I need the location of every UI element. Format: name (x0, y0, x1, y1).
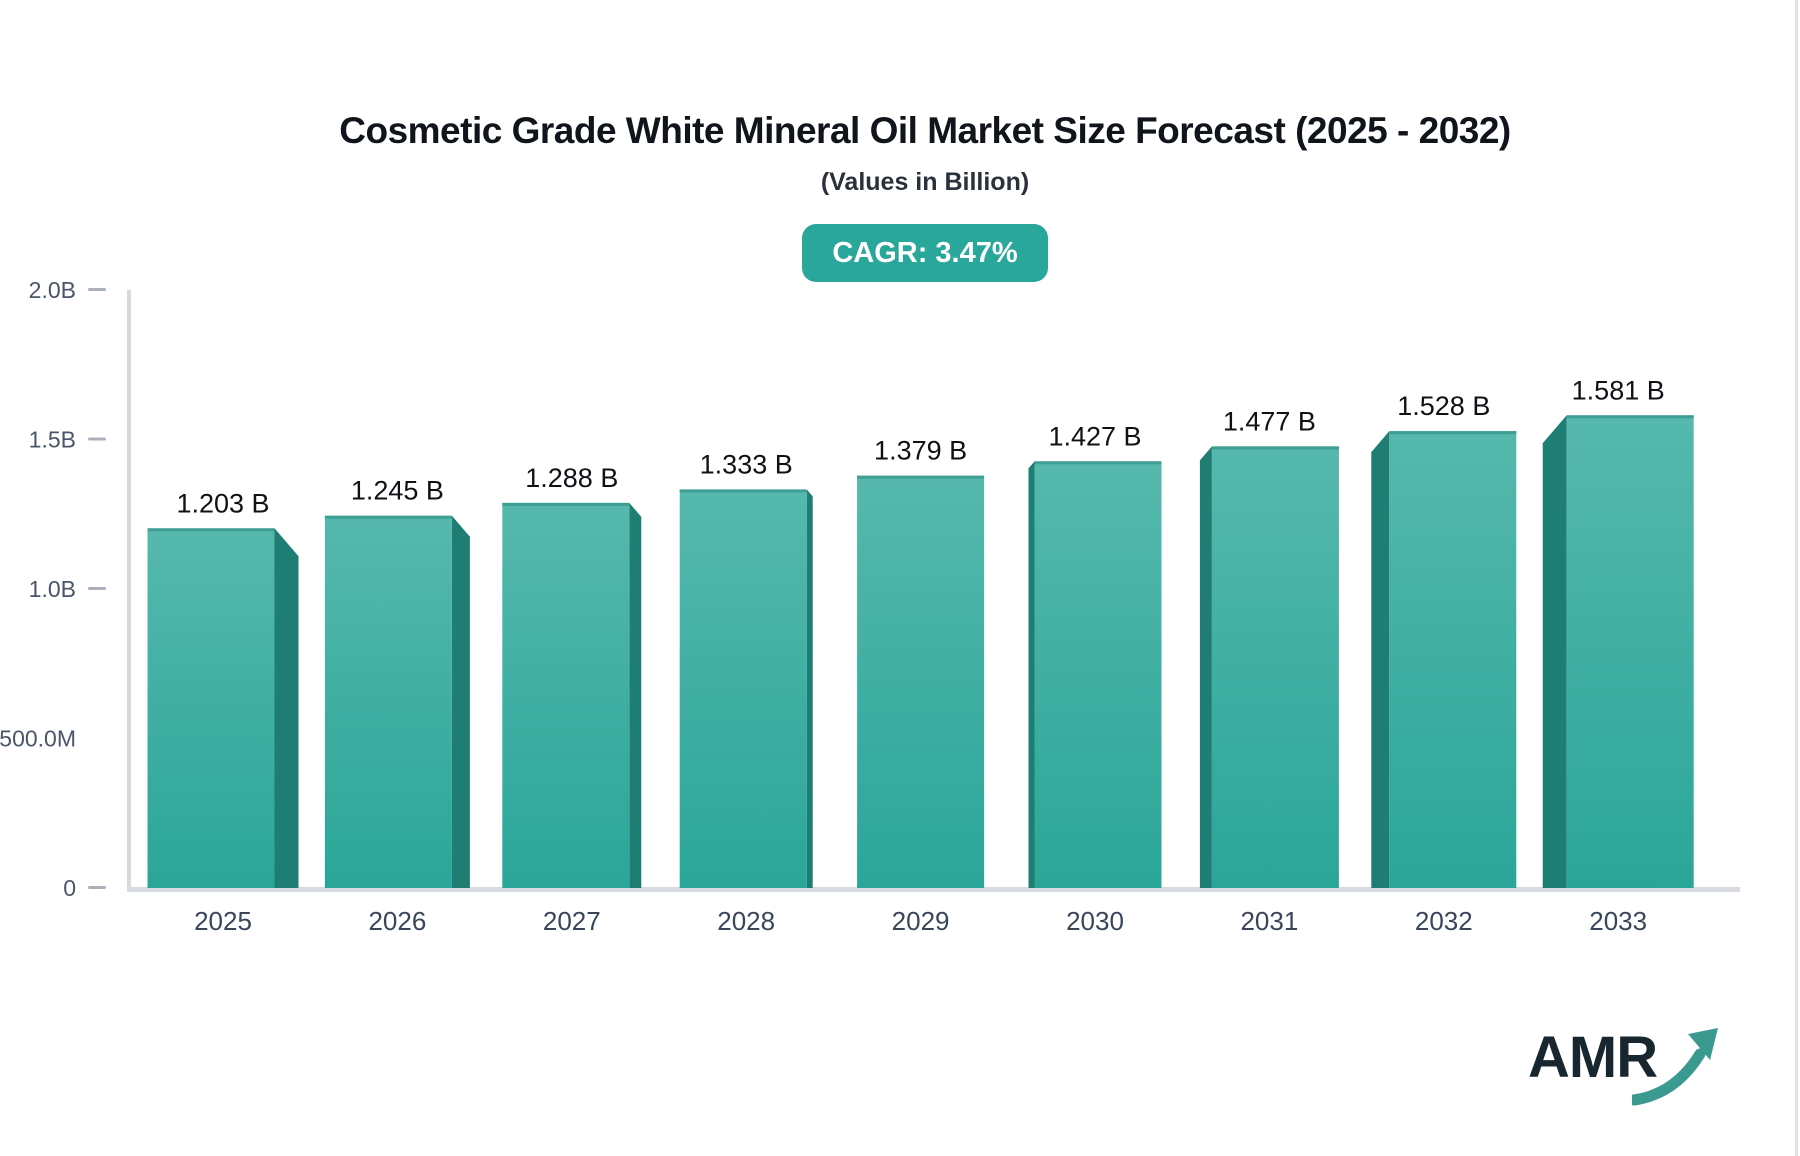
bar-main-face (1566, 415, 1694, 888)
y-tick-label: 500.0M (0, 726, 76, 752)
cagr-badge-wrap: CAGR: 3.47% (0, 224, 1800, 282)
x-axis-label-2027: 2027 (543, 906, 601, 936)
bar-side-face (1028, 461, 1035, 888)
bar-value-label: 1.288 B (525, 463, 618, 493)
chart-title: Cosmetic Grade White Mineral Oil Market … (339, 110, 1511, 151)
x-axis-label-2026: 2026 (368, 906, 426, 936)
bar-2029[interactable]: 1.379 B (857, 436, 985, 888)
x-axis-label-2028: 2028 (717, 906, 775, 936)
card-right-border (1795, 0, 1798, 1156)
bar-2025[interactable]: 1.203 B (147, 488, 299, 888)
y-tick-label: 2.0B (29, 277, 76, 303)
bar-main-face (324, 515, 452, 888)
bar-2028[interactable]: 1.333 B (679, 449, 813, 888)
bar-side-face (1371, 431, 1390, 888)
bar-value-label: 1.477 B (1223, 406, 1316, 436)
bar-top-edge (1389, 431, 1517, 435)
bar-top-edge (324, 515, 452, 519)
bar-top-edge (1566, 415, 1694, 419)
bar-value-label: 1.333 B (700, 449, 793, 479)
bar-side-face (629, 502, 642, 888)
y-axis-line (127, 290, 131, 888)
bar-value-label: 1.203 B (176, 488, 269, 518)
bar-main-face (147, 528, 275, 888)
bar-value-label: 1.427 B (1048, 421, 1141, 451)
y-tick-label: 0 (63, 875, 76, 901)
bar-main-face (1389, 431, 1517, 888)
bar-value-label: 1.245 B (351, 476, 444, 506)
x-axis-label-2030: 2030 (1066, 906, 1124, 936)
bar-top-edge (1034, 461, 1162, 465)
x-axis-label-2025: 2025 (194, 906, 252, 936)
x-axis-label-2029: 2029 (892, 906, 950, 936)
x-axis-line (127, 887, 1740, 892)
bar-top-edge (857, 475, 985, 479)
bar-value-label: 1.528 B (1397, 391, 1490, 421)
y-tick-label: 1.5B (29, 427, 76, 453)
bar-side-face (806, 489, 813, 888)
y-tick-dash (88, 288, 106, 291)
y-tick-dash (88, 587, 106, 590)
bar-side-face (1542, 415, 1567, 888)
bar-2030[interactable]: 1.427 B (1028, 421, 1162, 888)
bar-2032[interactable]: 1.528 B (1371, 391, 1517, 888)
bar-main-face (857, 475, 985, 888)
bar-value-label: 1.581 B (1572, 375, 1665, 405)
bar-side-face (1199, 446, 1212, 888)
bar-2026[interactable]: 1.245 B (324, 476, 470, 888)
bar-main-face (1034, 461, 1162, 888)
y-tick-dash (88, 437, 106, 441)
bar-top-edge (502, 502, 630, 506)
bar-main-face (1211, 446, 1339, 888)
x-axis-label-2032: 2032 (1415, 906, 1473, 936)
bar-main-face (679, 489, 807, 888)
cagr-badge-label: CAGR: 3.47% (832, 236, 1018, 269)
bar-top-edge (679, 489, 807, 493)
y-tick-dash (88, 886, 106, 889)
amr-logo: AMR (1528, 1024, 1718, 1114)
y-tick-label: 1.0B (29, 576, 76, 602)
bar-main-face (502, 502, 630, 888)
bar-side-face (274, 528, 299, 888)
chart-subtitle: (Values in Billion) (820, 168, 1030, 196)
bar-2033[interactable]: 1.581 B (1542, 375, 1694, 888)
x-axis-label-2033: 2033 (1589, 906, 1647, 936)
growth-arrow-icon (1632, 1028, 1718, 1106)
bar-top-edge (1211, 446, 1339, 450)
bar-2031[interactable]: 1.477 B (1199, 406, 1339, 888)
bar-side-face (451, 515, 470, 888)
bar-top-edge (147, 528, 275, 532)
cagr-badge: CAGR: 3.47% (802, 224, 1048, 282)
bar-2027[interactable]: 1.288 B (502, 463, 642, 888)
amr-logo-text: AMR (1528, 1025, 1658, 1090)
x-axis-label-2031: 2031 (1240, 906, 1298, 936)
bar-value-label: 1.379 B (874, 436, 967, 466)
